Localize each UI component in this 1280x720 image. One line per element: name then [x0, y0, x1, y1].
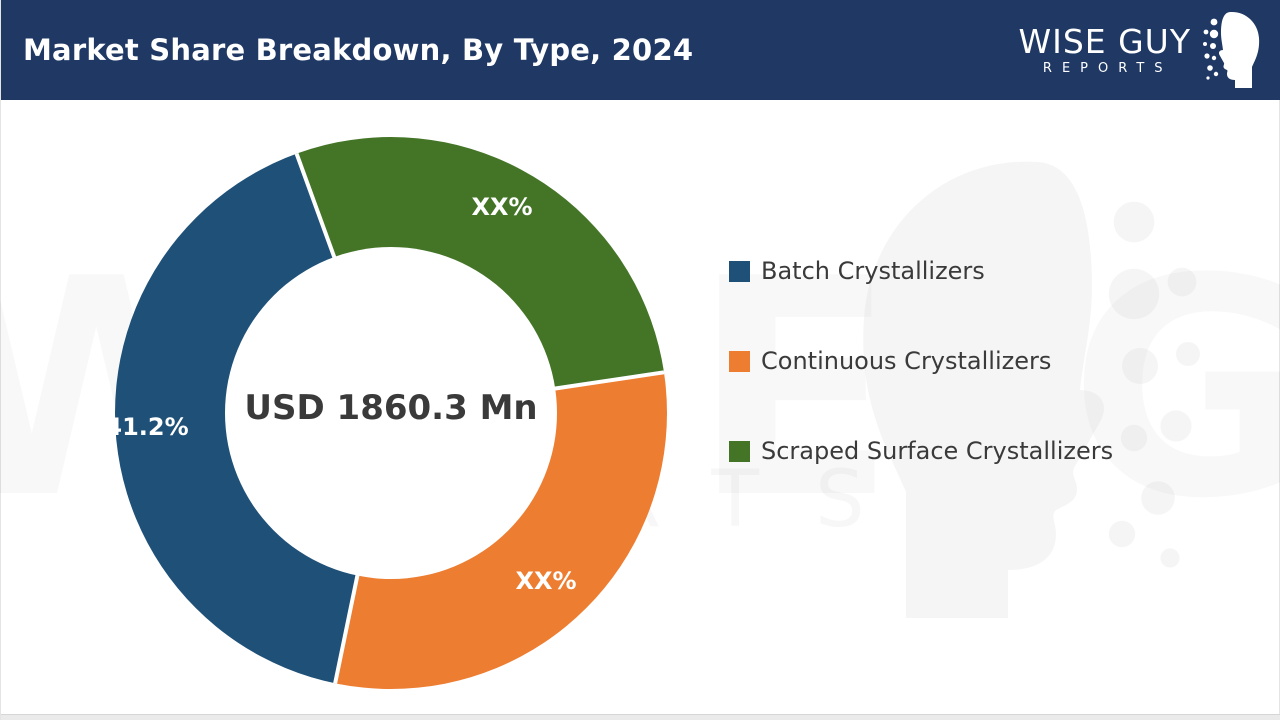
legend-swatch-batch	[729, 260, 750, 282]
legend-label-scraped: Scraped Surface Crystallizers	[761, 437, 1114, 465]
chart-center-value: USD 1860.3 Mn	[244, 388, 538, 428]
legend-swatch-continuous	[729, 350, 750, 372]
header-bar: Market Share Breakdown, By Type, 2024 WI…	[1, 0, 1280, 100]
logo-wordmark: WISE GUY	[1018, 22, 1191, 61]
chart-legend: Batch Crystallizers Continuous Crystalli…	[729, 255, 1113, 467]
logo-head-icon	[1203, 11, 1260, 88]
legend-swatch-scraped	[729, 440, 750, 462]
slice-label-scraped: XX%	[471, 193, 533, 221]
wise-guy-reports-logo: WISE GUY REPORTS	[1018, 10, 1271, 90]
legend-item-scraped: Scraped Surface Crystallizers	[729, 435, 1113, 467]
slice-label-batch: 41.2%	[105, 413, 189, 441]
page-title: Market Share Breakdown, By Type, 2024	[23, 33, 694, 67]
legend-item-batch: Batch Crystallizers	[729, 255, 1113, 287]
slice-label-continuous: XX%	[515, 567, 577, 595]
footer-strip	[1, 714, 1280, 720]
legend-label-continuous: Continuous Crystallizers	[761, 347, 1052, 375]
logo-text: WISE GUY REPORTS	[1018, 22, 1191, 77]
logo-subtitle: REPORTS	[1042, 61, 1173, 76]
legend-item-continuous: Continuous Crystallizers	[729, 345, 1113, 377]
donut-hole: USD 1860.3 Mn	[225, 247, 557, 579]
legend-label-batch: Batch Crystallizers	[761, 257, 985, 285]
